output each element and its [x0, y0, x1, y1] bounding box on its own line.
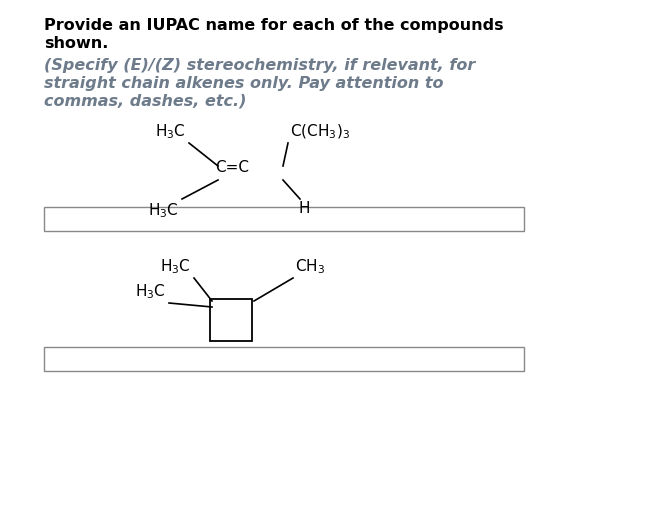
Text: H$_3$C: H$_3$C	[155, 122, 186, 141]
Bar	[44, 347, 524, 371]
Text: CH$_3$: CH$_3$	[295, 257, 325, 276]
Text: straight chain alkenes only. Pay attention to: straight chain alkenes only. Pay attenti…	[44, 76, 443, 91]
Bar	[44, 207, 524, 231]
Text: (Specify (E)/(Z) stereochemistry, if relevant, for: (Specify (E)/(Z) stereochemistry, if rel…	[44, 58, 475, 73]
Text: H$_3$C: H$_3$C	[160, 257, 191, 276]
Text: H$_3$C: H$_3$C	[148, 201, 179, 220]
Text: C=C: C=C	[215, 160, 249, 175]
Bar	[210, 299, 252, 341]
Text: Provide an IUPAC name for each of the compounds: Provide an IUPAC name for each of the co…	[44, 18, 504, 33]
Text: H$_3$C: H$_3$C	[135, 282, 165, 301]
Text: H: H	[298, 201, 309, 216]
Text: commas, dashes, etc.): commas, dashes, etc.)	[44, 94, 247, 109]
Text: shown.: shown.	[44, 36, 109, 51]
Text: C(CH$_3$)$_3$: C(CH$_3$)$_3$	[290, 123, 350, 141]
